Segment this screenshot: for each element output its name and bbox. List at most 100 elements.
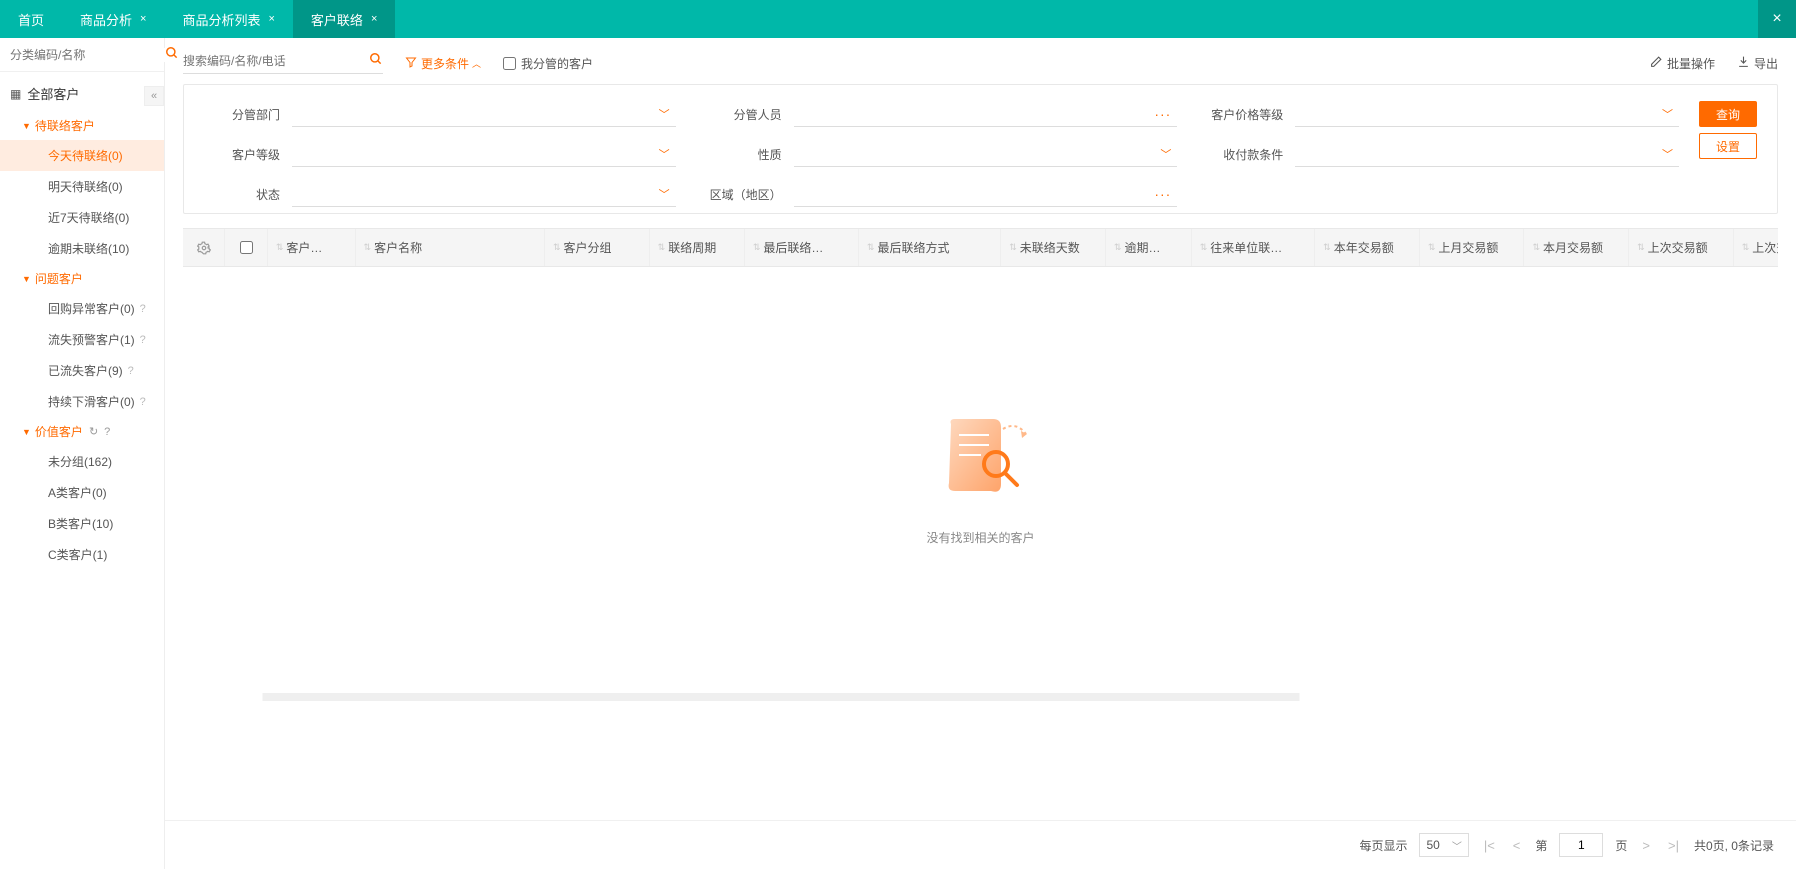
sidebar-item-today[interactable]: 今天待联络(0) — [0, 140, 164, 171]
filter-input[interactable]: ﹀ — [292, 141, 676, 167]
sort-icon: ⇅ — [1323, 242, 1331, 253]
sort-icon: ⇅ — [1428, 242, 1436, 253]
tab-label: 商品分析列表 — [182, 10, 260, 29]
empty-illustration-icon — [921, 409, 1041, 509]
sort-icon: ⇅ — [1114, 242, 1122, 253]
my-customers-checkbox[interactable]: 我分管的客户 — [503, 55, 593, 72]
search-icon[interactable] — [165, 46, 179, 63]
filter-input[interactable]: ﹀ — [292, 101, 676, 127]
sort-icon: ⇅ — [753, 242, 761, 253]
col-last-month-amount[interactable]: ⇅上月交易额 — [1420, 229, 1525, 266]
col-label: 客户分组 — [564, 239, 612, 256]
checkbox-input[interactable] — [240, 241, 253, 254]
horizontal-scrollbar[interactable] — [183, 693, 1778, 701]
last-page-button[interactable]: >| — [1665, 838, 1682, 853]
col-customer-name[interactable]: ⇅客户名称 — [356, 229, 545, 266]
close-icon[interactable]: × — [140, 13, 146, 25]
table-settings-button[interactable] — [183, 229, 225, 266]
help-icon[interactable]: ? — [140, 334, 146, 346]
sidebar-root[interactable]: ▦ 全部客户 — [0, 76, 164, 111]
filter-label: 区域（地区） — [706, 186, 794, 203]
col-label: 客户名称 — [374, 239, 422, 256]
help-icon[interactable]: ? — [104, 426, 110, 438]
sidebar-item-label: B类客户(10) — [48, 515, 113, 532]
prev-page-button[interactable]: < — [1510, 838, 1524, 853]
filter-input[interactable]: ﹀ — [794, 141, 1178, 167]
col-last-trade-amount[interactable]: ⇅上次交易额 — [1629, 229, 1734, 266]
help-icon[interactable]: ? — [140, 396, 146, 408]
col-overdue[interactable]: ⇅逾期… — [1106, 229, 1192, 266]
filter-manager: 分管人员··· — [706, 101, 1178, 127]
sidebar-item-label: 明天待联络(0) — [48, 178, 123, 195]
sidebar-group-pending[interactable]: ▼待联络客户 — [0, 111, 164, 140]
next-page-button[interactable]: > — [1639, 838, 1653, 853]
tab-label: 商品分析 — [80, 10, 132, 29]
col-days-no-contact[interactable]: ⇅未联络天数 — [1001, 229, 1106, 266]
select-all-checkbox[interactable] — [225, 229, 267, 266]
sidebar-item-a-class[interactable]: A类客户(0) — [0, 477, 164, 508]
sidebar-search-input[interactable] — [10, 48, 165, 62]
page-size-select[interactable]: 50 ﹀ — [1419, 833, 1468, 857]
empty-state: 没有找到相关的客户 — [183, 267, 1778, 687]
export-button[interactable]: 导出 — [1737, 55, 1778, 72]
tab-product-analysis-list[interactable]: 商品分析列表 × — [164, 0, 292, 38]
sidebar-item-lost[interactable]: 已流失客户(9)? — [0, 355, 164, 386]
col-customer-group[interactable]: ⇅客户分组 — [545, 229, 650, 266]
sidebar-collapse-button[interactable]: « — [144, 86, 164, 106]
more-filters-toggle[interactable]: 更多条件 ︿ — [405, 55, 481, 72]
close-all-tabs-button[interactable]: × — [1758, 0, 1796, 38]
sidebar-item-c-class[interactable]: C类客户(1) — [0, 539, 164, 570]
col-label: 本年交易额 — [1334, 239, 1394, 256]
page-input[interactable] — [1559, 833, 1603, 857]
filter-label: 收付款条件 — [1207, 146, 1295, 163]
tab-product-analysis[interactable]: 商品分析 × — [62, 0, 164, 38]
sort-icon: ⇅ — [276, 242, 284, 253]
batch-ops-button[interactable]: 批量操作 — [1650, 55, 1715, 72]
filter-price-level: 客户价格等级﹀ — [1207, 101, 1679, 127]
filter-input[interactable]: ﹀ — [292, 181, 676, 207]
col-last-trade-date[interactable]: ⇅上次交易日期 — [1734, 229, 1778, 266]
batch-ops-label: 批量操作 — [1667, 55, 1715, 72]
col-last-contact-method[interactable]: ⇅最后联络方式 — [859, 229, 1001, 266]
filter-input[interactable]: ﹀ — [1295, 141, 1679, 167]
filter-input[interactable]: ﹀ — [1295, 101, 1679, 127]
sidebar-item-b-class[interactable]: B类客户(10) — [0, 508, 164, 539]
sidebar-group-value[interactable]: ▼价值客户↻? — [0, 417, 164, 446]
filter-input[interactable]: ··· — [794, 181, 1178, 207]
my-customers-input[interactable] — [503, 57, 516, 70]
filter-input[interactable]: ··· — [794, 101, 1178, 127]
sidebar-item-7days[interactable]: 近7天待联络(0) — [0, 202, 164, 233]
tab-home[interactable]: 首页 — [0, 0, 62, 38]
sidebar-item-ungrouped[interactable]: 未分组(162) — [0, 446, 164, 477]
col-this-month-amount[interactable]: ⇅本月交易额 — [1524, 229, 1629, 266]
sidebar-item-churn-warning[interactable]: 流失预警客户(1)? — [0, 324, 164, 355]
settings-button[interactable]: 设置 — [1699, 133, 1757, 159]
col-contact-cycle[interactable]: ⇅联络周期 — [650, 229, 745, 266]
export-label: 导出 — [1754, 55, 1778, 72]
close-icon[interactable]: × — [371, 13, 377, 25]
search-input[interactable] — [183, 54, 369, 68]
sidebar-item-abnormal[interactable]: 回购异常客户(0)? — [0, 293, 164, 324]
first-page-button[interactable]: |< — [1481, 838, 1498, 853]
search-icon[interactable] — [369, 52, 383, 69]
sidebar-item-tomorrow[interactable]: 明天待联络(0) — [0, 171, 164, 202]
sidebar-item-declining[interactable]: 持续下滑客户(0)? — [0, 386, 164, 417]
col-label: 上次交易日期 — [1752, 239, 1778, 256]
refresh-icon[interactable]: ↻ — [89, 425, 98, 438]
sidebar-group-problem[interactable]: ▼问题客户 — [0, 264, 164, 293]
query-button[interactable]: 查询 — [1699, 101, 1757, 127]
close-icon[interactable]: × — [268, 13, 274, 25]
help-icon[interactable]: ? — [128, 365, 134, 377]
filter-department: 分管部门﹀ — [204, 101, 676, 127]
sort-icon: ⇅ — [1532, 242, 1540, 253]
col-last-contact[interactable]: ⇅最后联络… — [745, 229, 859, 266]
col-label: 上月交易额 — [1438, 239, 1498, 256]
help-icon[interactable]: ? — [140, 303, 146, 315]
col-year-amount[interactable]: ⇅本年交易额 — [1315, 229, 1420, 266]
col-partner-contact[interactable]: ⇅往来单位联… — [1192, 229, 1315, 266]
col-customer-code[interactable]: ⇅客户… — [268, 229, 356, 266]
tab-customer-contact[interactable]: 客户联络× — [293, 0, 395, 38]
sidebar-item-overdue[interactable]: 逾期未联络(10) — [0, 233, 164, 264]
col-label: 本月交易额 — [1543, 239, 1603, 256]
col-label: 客户… — [286, 239, 322, 256]
